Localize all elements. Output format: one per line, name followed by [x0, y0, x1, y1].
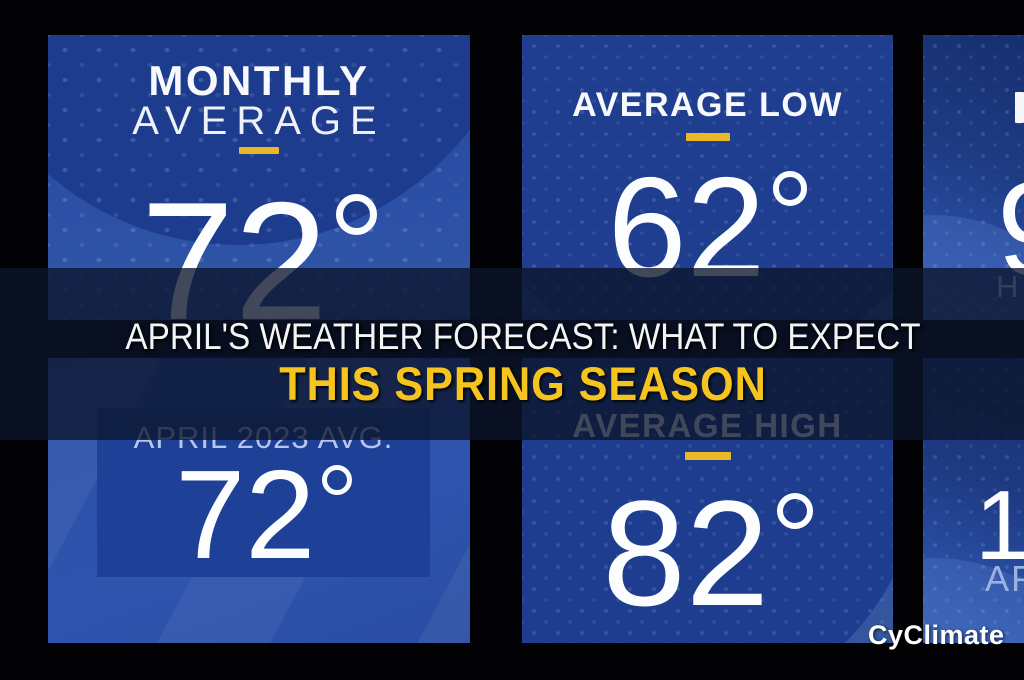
degree-icon — [336, 193, 378, 235]
label-fragment: AP — [985, 558, 1024, 599]
degree-icon — [776, 493, 813, 529]
cyclimate-logo: CyClimate — [868, 620, 1005, 650]
degree-icon — [321, 464, 352, 495]
partial-letter-fragment — [1015, 92, 1024, 123]
accent-dash — [239, 147, 279, 154]
accent-dash — [685, 133, 730, 141]
accent-dash — [684, 452, 731, 460]
card-title: AVERAGE LOW — [572, 86, 843, 124]
temperature-number: 82 — [602, 469, 770, 637]
degree-icon — [772, 171, 808, 206]
card-subtitle: AVERAGE — [132, 99, 386, 143]
temperature-number: 72 — [175, 444, 316, 585]
card-title: MONTHLY — [148, 57, 370, 104]
headline-line1: APRIL'S WEATHER FORECAST: WHAT TO EXPECT — [125, 316, 921, 357]
temperature-value: 82 — [522, 478, 893, 628]
headline-banner: APRIL'S WEATHER FORECAST: WHAT TO EXPECT… — [0, 268, 1024, 440]
headline-line2: THIS SPRING SEASON — [279, 357, 767, 410]
temperature-value: 72 — [97, 452, 430, 578]
value-fragment: 1. — [975, 470, 1024, 580]
